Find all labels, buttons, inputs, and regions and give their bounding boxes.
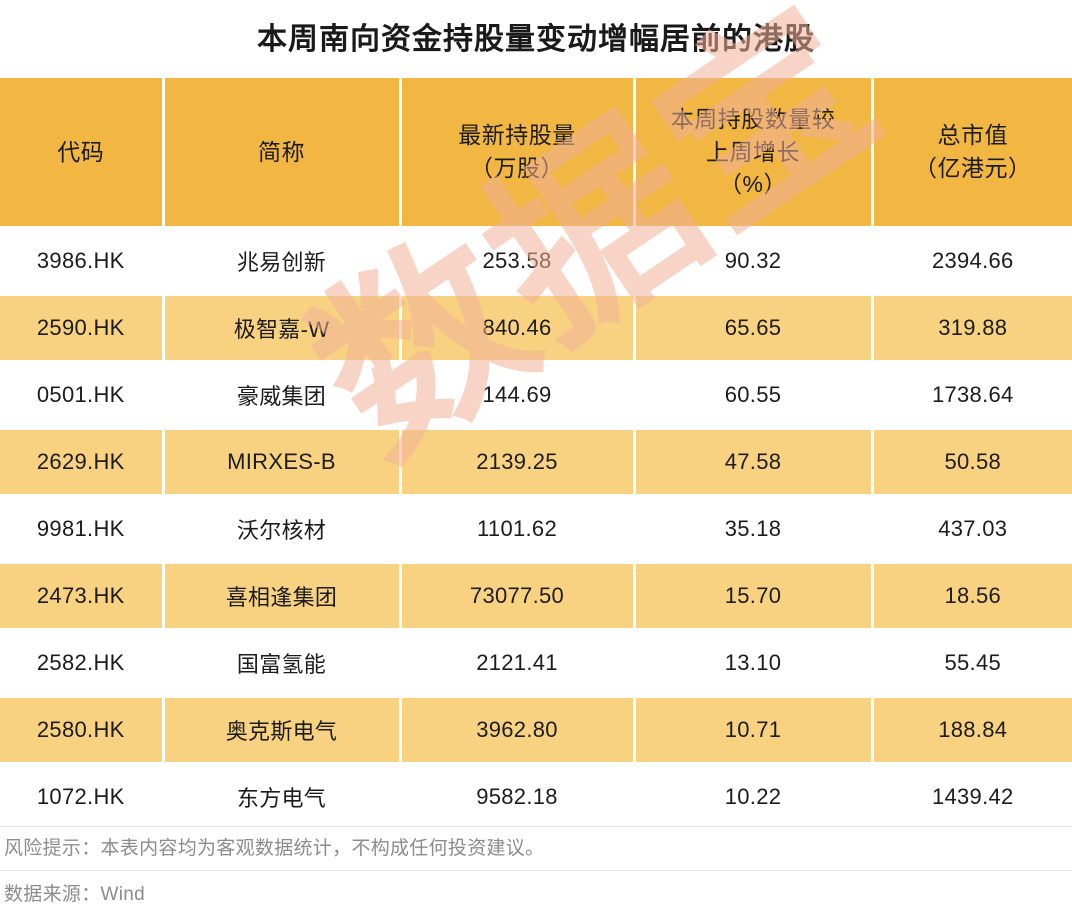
risk-note: 风险提示：本表内容均为客观数据统计，不构成任何投资建议。 <box>4 838 545 859</box>
header-row: 代码 简称 最新持股量 （万股） 本周持股数量较 上周增长 （%） <box>0 78 1072 229</box>
cell-marketcap: 188.84 <box>872 696 1072 765</box>
cell-holdings: 144.69 <box>400 361 636 430</box>
cell-holdings: 2139.25 <box>400 428 636 497</box>
column-header-growth: 本周持股数量较 上周增长 （%） <box>634 78 874 229</box>
table-row: 9981.HK 沃尔核材 1101.62 35.18 437.03 <box>0 495 1072 564</box>
cell-code: 9981.HK <box>0 495 165 564</box>
cell-marketcap: 2394.66 <box>872 227 1072 296</box>
table-row: 2473.HK 喜相逢集团 73077.50 15.70 18.56 <box>0 562 1072 631</box>
cell-code: 2580.HK <box>0 696 165 765</box>
cell-marketcap: 437.03 <box>872 495 1072 564</box>
cell-growth: 47.58 <box>634 428 874 497</box>
cell-code: 2629.HK <box>0 428 165 497</box>
cell-name: 喜相逢集团 <box>163 562 402 631</box>
cell-growth: 10.22 <box>634 763 874 829</box>
table-row: 2582.HK 国富氢能 2121.41 13.10 55.45 <box>0 629 1072 698</box>
cell-marketcap: 1738.64 <box>872 361 1072 430</box>
cell-growth: 60.55 <box>634 361 874 430</box>
column-header-marketcap: 总市值 （亿港元） <box>872 78 1072 229</box>
cell-growth: 35.18 <box>634 495 874 564</box>
cell-code: 2473.HK <box>0 562 165 631</box>
cell-name: MIRXES-B <box>163 428 402 497</box>
cell-code: 3986.HK <box>0 227 165 296</box>
cell-holdings: 2121.41 <box>400 629 636 698</box>
column-header-growth-unit: （%） <box>719 171 787 198</box>
cell-name: 极智嘉-W <box>163 294 402 363</box>
column-header-growth-label-line2: 上周增长 <box>706 138 800 165</box>
cell-code: 1072.HK <box>0 763 165 829</box>
cell-marketcap: 1439.42 <box>872 763 1072 829</box>
column-header-holdings-label: 最新持股量 <box>458 122 576 149</box>
column-header-code-label: 代码 <box>57 138 105 165</box>
cell-code: 2582.HK <box>0 629 165 698</box>
column-header-code: 代码 <box>0 78 165 229</box>
table-header: 代码 简称 最新持股量 （万股） 本周持股数量较 上周增长 （%） <box>0 78 1072 229</box>
column-header-marketcap-label: 总市值 <box>937 122 1008 149</box>
column-header-name: 简称 <box>163 78 402 229</box>
cell-name: 国富氢能 <box>163 629 402 698</box>
cell-marketcap: 55.45 <box>872 629 1072 698</box>
holdings-table: 代码 简称 最新持股量 （万股） 本周持股数量较 上周增长 （%） <box>0 78 1072 829</box>
cell-name: 豪威集团 <box>163 361 402 430</box>
cell-growth: 15.70 <box>634 562 874 631</box>
cell-growth: 90.32 <box>634 227 874 296</box>
footer: 风险提示：本表内容均为客观数据统计，不构成任何投资建议。 数据来源：Wind <box>0 826 1072 918</box>
footer-divider-mid <box>0 870 1072 871</box>
page-title: 本周南向资金持股量变动增幅居前的港股 <box>257 23 815 56</box>
cell-marketcap: 18.56 <box>872 562 1072 631</box>
column-header-holdings: 最新持股量 （万股） <box>400 78 636 229</box>
table-row: 2590.HK 极智嘉-W 840.46 65.65 319.88 <box>0 294 1072 363</box>
cell-growth: 65.65 <box>634 294 874 363</box>
table-row: 2629.HK MIRXES-B 2139.25 47.58 50.58 <box>0 428 1072 497</box>
cell-marketcap: 50.58 <box>872 428 1072 497</box>
cell-growth: 13.10 <box>634 629 874 698</box>
cell-code: 0501.HK <box>0 361 165 430</box>
cell-name: 兆易创新 <box>163 227 402 296</box>
table-row: 2580.HK 奥克斯电气 3962.80 10.71 188.84 <box>0 696 1072 765</box>
cell-code: 2590.HK <box>0 294 165 363</box>
cell-name: 东方电气 <box>163 763 402 829</box>
source-note: 数据来源：Wind <box>4 884 145 905</box>
cell-growth: 10.71 <box>634 696 874 765</box>
cell-holdings: 1101.62 <box>400 495 636 564</box>
table-container: 代码 简称 最新持股量 （万股） 本周持股数量较 上周增长 （%） <box>0 78 1072 829</box>
cell-holdings: 73077.50 <box>400 562 636 631</box>
cell-holdings: 9582.18 <box>400 763 636 829</box>
cell-holdings: 253.58 <box>400 227 636 296</box>
column-header-name-label: 简称 <box>258 138 305 165</box>
cell-name: 奥克斯电气 <box>163 696 402 765</box>
table-body: 3986.HK 兆易创新 253.58 90.32 2394.66 2590.H… <box>0 227 1072 829</box>
cell-holdings: 840.46 <box>400 294 636 363</box>
column-header-growth-label-line1: 本周持股数量较 <box>670 106 836 133</box>
footer-divider-top <box>0 826 1072 827</box>
cell-name: 沃尔核材 <box>163 495 402 564</box>
column-header-marketcap-unit: （亿港元） <box>914 155 1032 181</box>
table-row: 1072.HK 东方电气 9582.18 10.22 1439.42 <box>0 763 1072 829</box>
cell-holdings: 3962.80 <box>400 696 636 765</box>
cell-marketcap: 319.88 <box>872 294 1072 363</box>
column-header-holdings-unit: （万股） <box>470 155 564 181</box>
table-row: 0501.HK 豪威集团 144.69 60.55 1738.64 <box>0 361 1072 430</box>
table-row: 3986.HK 兆易创新 253.58 90.32 2394.66 <box>0 227 1072 296</box>
